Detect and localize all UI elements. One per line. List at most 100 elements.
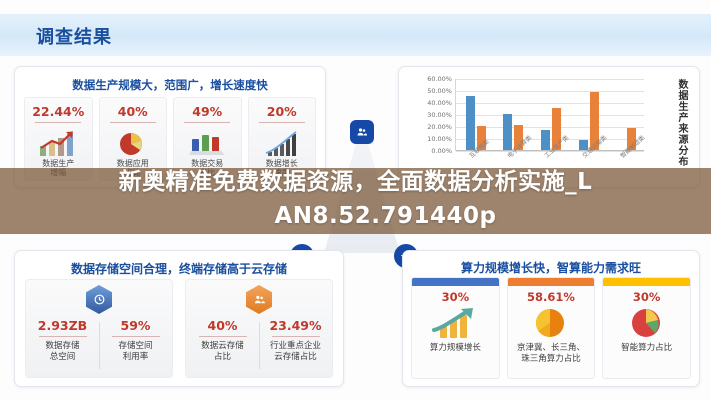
storage-cells: 2.93ZB 数据存储 总空间 59% 存储空间 利用率 <box>26 318 172 373</box>
stat-card[interactable]: 49% 数据交易占比 <box>173 97 242 181</box>
watermark-line-2: AN8.52.791440p <box>274 203 497 229</box>
page-title: 调查结果 <box>36 27 112 48</box>
chart-bar <box>540 129 550 150</box>
growth-arrow-glyph <box>432 308 474 338</box>
divider <box>258 122 305 123</box>
pie-chart-icon <box>116 127 150 157</box>
pie-chart-glyph <box>119 133 142 155</box>
watermark-line-1: 新奥精准免费数据资源，全面数据分析实施_L <box>118 169 593 195</box>
computing-card-list: 30% 算力规模增长 58.61% <box>411 277 692 379</box>
chart-bar-group <box>578 92 599 150</box>
storage-group-list: 2.93ZB 数据存储 总空间 59% 存储空间 利用率 <box>25 279 333 378</box>
stat-value: 30% <box>441 290 470 304</box>
panel-computing-power: 算力规模增长快，智算能力需求旺 30% 算力规模增长 <box>402 250 700 387</box>
header-band <box>0 14 711 56</box>
divider <box>111 336 160 337</box>
x-axis <box>456 150 644 151</box>
storage-group[interactable]: 40% 数据云存储 占比 23.49% 行业重点企业 云存储占比 <box>185 279 333 378</box>
card-color-bar <box>412 278 499 286</box>
stat-label: 数据云存储 占比 <box>201 341 244 362</box>
stat-label: 算力规模增长 <box>429 343 481 353</box>
panel-data-production: 数据生产规模大，范围广，增长速度快 22.44% 数据生产增幅 <box>14 66 326 188</box>
stat-label: 京津冀、长三角、 珠三角算力占比 <box>517 343 586 364</box>
storage-cells: 40% 数据云存储 占比 23.49% 行业重点企业 云存储占比 <box>186 318 332 373</box>
people-hexagon-icon <box>246 285 272 314</box>
card-color-bar <box>507 278 595 286</box>
chart-bar <box>465 96 475 150</box>
chart-bar <box>476 126 486 150</box>
chart-y-tick-label: 60.00% <box>427 75 452 83</box>
stat-value: 30% <box>632 290 661 304</box>
panel-data-storage: 数据存储空间合理，终端存储高于云存储 2.93ZB 数据存储 总空间 59% <box>14 250 344 387</box>
column-chart-glyph <box>189 135 226 155</box>
computing-card[interactable]: 58.61% 京津冀、长三角、 珠三角算力占比 <box>506 277 596 379</box>
stat-value: 59% <box>120 318 151 333</box>
chart-y-tick-label: 10.00% <box>427 135 452 143</box>
panel-title-data-production: 数据生产规模大，范围广，增长速度快 <box>72 78 268 92</box>
chart-gridline <box>456 115 644 116</box>
growth-arrow-icon <box>428 305 482 341</box>
pie-red-glyph <box>631 309 660 337</box>
divider <box>35 122 82 123</box>
chart-bar <box>589 92 599 150</box>
pie-orange-glyph <box>535 309 564 337</box>
chart-bar <box>551 108 561 150</box>
chart-bar <box>627 128 637 150</box>
panel-data-source-chart: 60.00% 50.00% 40.00% 30.00% 20.00% 10.00% 0.00… <box>398 66 700 188</box>
card-color-bar <box>603 278 691 286</box>
watermark-text: 新奥精准免费数据资源，全面数据分析实施_L AN8.52.791440p <box>0 165 711 233</box>
stat-label: 存储空间 利用率 <box>118 341 153 362</box>
chart-y-tick-label: 40.00% <box>427 99 452 107</box>
bar-arrow-up-glyph <box>40 131 74 156</box>
clock-glyph <box>94 294 104 305</box>
stat-value: 22.44% <box>32 104 85 119</box>
chart-bar-group <box>540 108 561 150</box>
people-badge-top-icon <box>350 120 374 144</box>
people-glyph <box>254 295 265 304</box>
chart-side-label: 数据生产来源分布 <box>676 79 687 167</box>
watermark-band <box>0 168 711 234</box>
divider <box>198 336 247 337</box>
stat-value: 20% <box>266 104 297 119</box>
stat-value: 40% <box>207 318 238 333</box>
pie-red-icon <box>627 305 667 341</box>
chart-gridline <box>456 103 644 104</box>
chart-bar <box>503 114 513 150</box>
divider <box>271 336 320 337</box>
chart-gridline <box>456 139 644 140</box>
divider <box>184 122 231 123</box>
stat-label: 数据存储 总空间 <box>45 341 80 362</box>
chart-gridline <box>456 127 644 128</box>
chart-bar-group <box>616 128 637 150</box>
people-icon <box>357 128 367 136</box>
pie-orange-icon <box>531 305 571 341</box>
storage-cell[interactable]: 40% 数据云存储 占比 <box>186 318 259 373</box>
storage-cell[interactable]: 23.49% 行业重点企业 云存储占比 <box>259 318 332 373</box>
chart-plot-area: 60.00% 50.00% 40.00% 30.00% 20.00% 10.00% 0.00… <box>427 75 646 160</box>
computing-card[interactable]: 30% 智能算力占比 <box>602 277 692 379</box>
column-chart-icon <box>187 127 227 157</box>
chart-y-tick-label: 30.00% <box>427 111 452 119</box>
chart-gridline <box>456 91 644 92</box>
storage-cell[interactable]: 2.93ZB 数据存储 总空间 <box>26 318 99 373</box>
panel-title-data-storage: 数据存储空间合理，终端存储高于云存储 <box>70 262 287 276</box>
chart-bar <box>514 124 524 150</box>
computing-card[interactable]: 30% 算力规模增长 <box>411 277 500 379</box>
chart-bar <box>578 140 588 150</box>
chart-bar-group <box>465 96 486 150</box>
stat-card[interactable]: 20% 数据增长速度 <box>247 97 316 181</box>
divider <box>109 122 156 123</box>
bar-arrow-up-icon <box>38 127 78 157</box>
data-production-card-list: 22.44% 数据生产增幅 40% <box>24 97 316 181</box>
storage-group[interactable]: 2.93ZB 数据存储 总空间 59% 存储空间 利用率 <box>25 279 173 378</box>
chart-gridline <box>456 151 644 152</box>
bar-chart: 60.00% 50.00% 40.00% 30.00% 20.00% 10.00% 0.00… <box>409 75 647 179</box>
stat-value: 40% <box>117 104 148 119</box>
divider <box>38 336 87 337</box>
clock-hexagon-icon <box>86 285 112 314</box>
stat-card[interactable]: 22.44% 数据生产增幅 <box>24 97 93 181</box>
stat-card[interactable]: 40% 数据应用占比 <box>98 97 167 181</box>
storage-cell[interactable]: 59% 存储空间 利用率 <box>99 318 172 373</box>
stat-label: 智能算力占比 <box>621 343 673 353</box>
chart-y-tick-label: 20.00% <box>427 123 452 131</box>
